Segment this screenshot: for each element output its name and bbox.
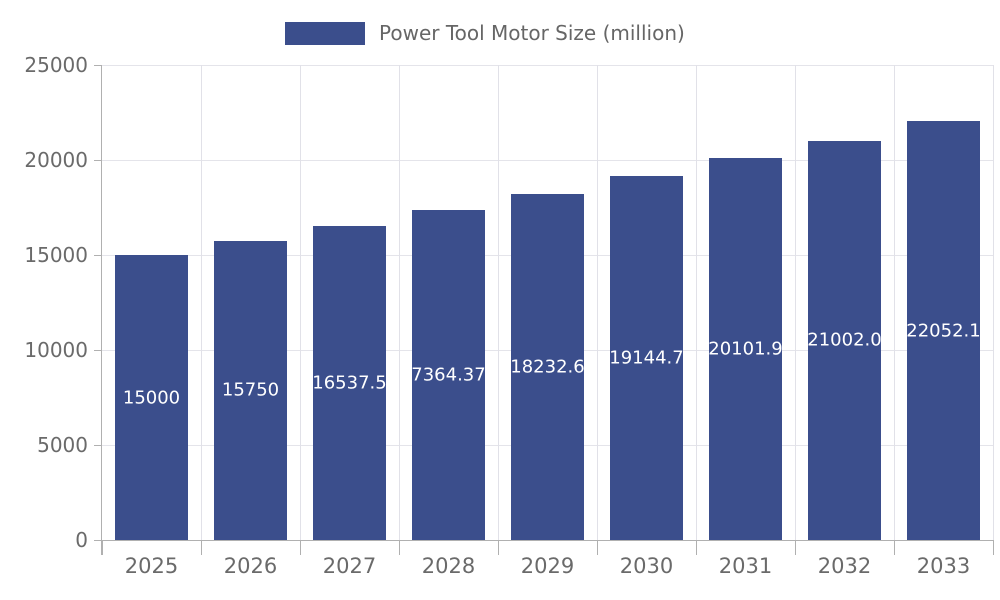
x-axis-label: 2033 — [916, 554, 971, 578]
v-gridline — [200, 65, 202, 540]
h-gridline — [102, 159, 993, 161]
y-axis-line — [101, 65, 102, 555]
x-axis-tick — [497, 540, 499, 555]
bar[interactable] — [907, 121, 980, 540]
v-gridline — [299, 65, 301, 540]
y-axis-label: 10000 — [24, 338, 88, 362]
x-axis-tick — [992, 540, 994, 555]
y-axis-tick — [94, 254, 102, 256]
h-gridline — [102, 64, 993, 66]
bar[interactable] — [214, 240, 287, 540]
bar[interactable] — [808, 140, 881, 540]
v-gridline — [497, 65, 499, 540]
v-gridline — [596, 65, 598, 540]
x-axis-tick — [200, 540, 202, 555]
v-gridline — [398, 65, 400, 540]
x-axis-label: 2031 — [718, 554, 773, 578]
bar[interactable] — [412, 210, 485, 540]
bar[interactable] — [610, 176, 683, 540]
bar[interactable] — [709, 158, 782, 540]
x-axis-label: 2025 — [124, 554, 179, 578]
x-axis-label: 2032 — [817, 554, 872, 578]
x-axis-tick — [893, 540, 895, 555]
y-axis-label: 15000 — [24, 243, 88, 267]
bar[interactable] — [511, 193, 584, 540]
legend-label: Power Tool Motor Size (million) — [379, 21, 685, 45]
y-axis-tick — [94, 444, 102, 446]
y-axis-label: 25000 — [24, 53, 88, 77]
x-axis-tick — [695, 540, 697, 555]
bar[interactable] — [115, 255, 188, 540]
y-axis-label: 20000 — [24, 148, 88, 172]
v-gridline — [992, 65, 994, 540]
x-axis-tick — [299, 540, 301, 555]
y-axis-label: 5000 — [37, 433, 88, 457]
y-axis-tick — [94, 64, 102, 66]
y-axis-tick — [94, 349, 102, 351]
legend-swatch-icon — [285, 21, 365, 45]
x-axis-tick — [398, 540, 400, 555]
v-gridline — [794, 65, 796, 540]
v-gridline — [893, 65, 895, 540]
x-axis-line — [94, 540, 993, 541]
x-axis-label: 2027 — [322, 554, 377, 578]
x-axis-tick — [101, 540, 103, 555]
legend[interactable]: Power Tool Motor Size (million) — [285, 18, 685, 48]
y-axis-label: 0 — [75, 528, 88, 552]
x-axis-label: 2030 — [619, 554, 674, 578]
bar[interactable] — [313, 225, 386, 540]
x-axis-tick — [596, 540, 598, 555]
y-axis-tick — [94, 159, 102, 161]
x-axis-label: 2028 — [421, 554, 476, 578]
v-gridline — [695, 65, 697, 540]
x-axis-tick — [794, 540, 796, 555]
x-axis-label: 2029 — [520, 554, 575, 578]
x-axis-label: 2026 — [223, 554, 278, 578]
